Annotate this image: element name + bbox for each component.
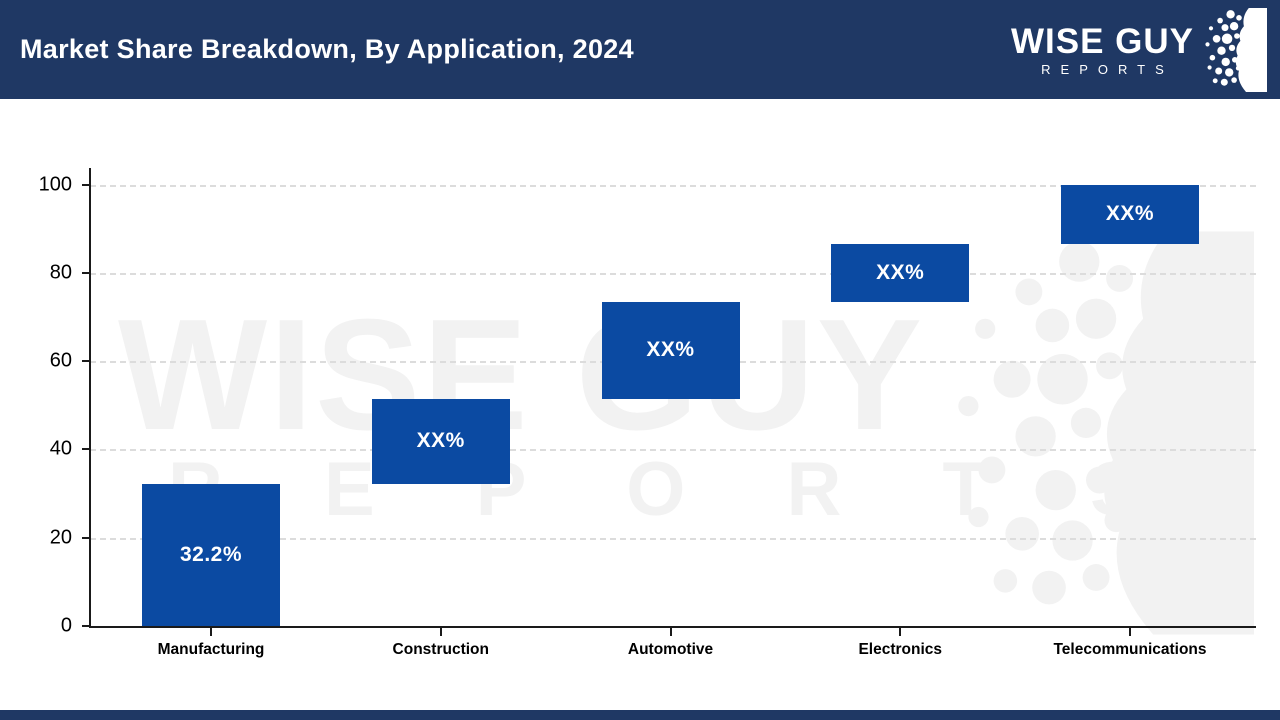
bar-label-telecommunications: XX% [1105,202,1155,226]
category-label-construction: Construction [392,641,489,658]
bar-label-construction: XX% [416,429,465,453]
page-title: Market Share Breakdown, By Application, … [20,34,634,64]
bar-automotive: XX% [601,301,740,400]
y-tick-label-80: 80 [49,261,72,284]
bar-telecommunications: XX% [1061,184,1199,245]
y-tick-label-20: 20 [49,526,72,549]
x-tickmark-automotive [669,628,672,636]
x-tickmark-construction [439,628,442,636]
y-tickmark-80 [82,271,90,274]
x-tickmark-telecommunications [1129,628,1131,636]
gridline-80 [90,272,1256,275]
wise-guy-logo: WISE GUY REPORTS [1011,6,1268,94]
category-label-telecommunications: Telecommunications [1053,641,1207,658]
category-label-automotive: Automotive [627,641,714,658]
gridline-100 [90,184,1256,187]
header-bar: Market Share Breakdown, By Application, … [0,0,1280,99]
x-tickmark-electronics [899,628,902,636]
category-label-manufacturing: Manufacturing [157,641,265,658]
y-axis [89,168,91,628]
y-tick-label-0: 0 [60,614,72,637]
x-tickmark-manufacturing [210,628,212,636]
bar-label-electronics: XX% [876,260,925,284]
logo-wordmark: WISE GUY [1010,22,1194,61]
bar-construction: XX% [371,399,510,484]
bar-label-automotive: XX% [646,338,695,362]
bar-electronics: XX% [831,244,970,302]
footer-bar [0,710,1280,720]
logo-subtitle: REPORTS [1041,62,1174,77]
y-tickmark-20 [82,536,90,539]
y-tickmark-60 [82,360,90,363]
gridline-40 [90,449,1256,452]
gridline-20 [90,537,1256,540]
y-tickmark-40 [82,448,90,451]
y-tickmark-100 [82,183,90,186]
x-axis [89,626,1256,628]
bar-label-manufacturing: 32.2% [179,542,243,566]
logo-text: WISE GUY REPORTS [1011,24,1194,76]
category-label-electronics: Electronics [858,641,943,658]
y-tick-label-100: 100 [38,173,72,196]
y-tick-label-40: 40 [49,437,72,460]
bar-manufacturing: 32.2% [142,483,280,626]
y-tickmark-0 [82,625,90,627]
y-tick-label-60: 60 [49,349,72,372]
